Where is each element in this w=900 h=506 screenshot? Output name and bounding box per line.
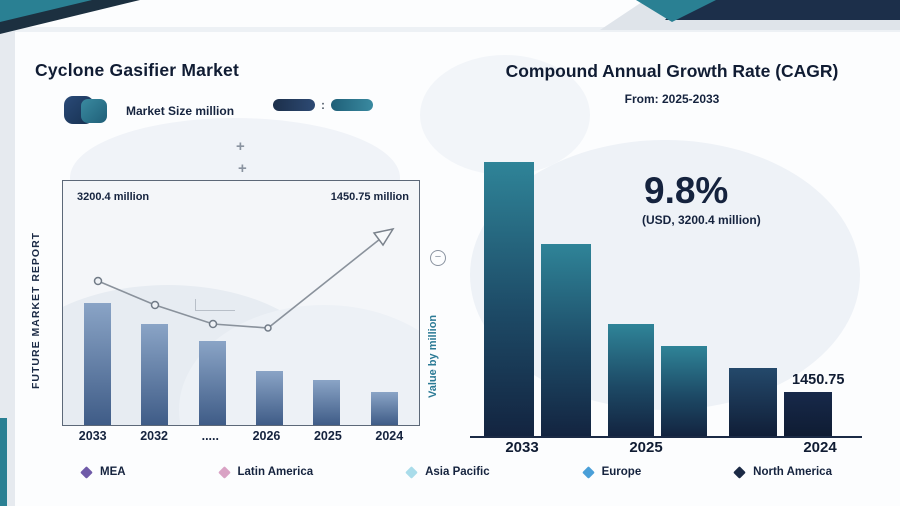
diamond-marker bbox=[405, 465, 418, 479]
teal-pill bbox=[331, 99, 373, 111]
legend-item-mea: MEA bbox=[80, 465, 126, 479]
bar-2026 bbox=[256, 371, 284, 425]
plus-icon: + bbox=[238, 160, 247, 177]
bar-2033 bbox=[84, 303, 112, 425]
cagr-value: 9.8% bbox=[644, 170, 729, 211]
bar-2025 bbox=[313, 379, 341, 425]
diamond-marker bbox=[80, 465, 93, 479]
x-label-2026: 2026 bbox=[252, 429, 281, 443]
minus-circle-icon: − bbox=[430, 250, 446, 266]
legend-item-label: Asia Pacific bbox=[425, 466, 490, 478]
plus-icon: + bbox=[236, 138, 245, 155]
legend-item-label: MEA bbox=[100, 466, 126, 478]
bar-2025-secondary bbox=[661, 345, 707, 436]
left-edge-teal-strip bbox=[0, 418, 7, 506]
legend-item-label: Latin America bbox=[237, 466, 314, 478]
x-label-2024: 2024 bbox=[375, 429, 404, 443]
annotation-1450: 1450.75 million bbox=[330, 191, 409, 203]
colon-separator: : bbox=[321, 98, 325, 112]
cylinder-icon bbox=[64, 96, 116, 126]
market-size-x-axis: 2033 2032 ..... 2026 2025 2024 bbox=[62, 429, 420, 443]
legend-item-label: North America bbox=[753, 466, 832, 478]
bar-2025-primary bbox=[608, 323, 654, 436]
bar-group-2024 bbox=[729, 162, 832, 436]
minus-glyph: − bbox=[434, 251, 442, 263]
bar-mid bbox=[198, 340, 226, 425]
x-label-2033: 2033 bbox=[78, 429, 107, 443]
x-label-2032: 2032 bbox=[140, 429, 169, 443]
cagr-x-axis-line bbox=[470, 436, 862, 438]
cagr-title: Compound Annual Growth Rate (CAGR) bbox=[505, 61, 839, 81]
legend-item-label: Europe bbox=[601, 466, 642, 478]
market-size-chart: 3200.4 million 1450.75 million bbox=[62, 180, 420, 426]
annotation-3200: 3200.4 million bbox=[77, 191, 150, 203]
bar-2032 bbox=[141, 323, 169, 425]
cagr-note: (USD, 3200.4 million) bbox=[642, 213, 761, 227]
market-size-bars bbox=[69, 303, 413, 425]
x-label-2025: 2025 bbox=[313, 429, 342, 443]
x-label-2024-right: 2024 bbox=[803, 439, 837, 456]
bar-2033-secondary bbox=[541, 244, 591, 436]
value-by-million-label: Value by million bbox=[427, 314, 439, 398]
x-label-2033-right: 2033 bbox=[505, 439, 539, 456]
legend-item-north-america: North America bbox=[733, 465, 832, 479]
diamond-marker bbox=[217, 465, 231, 479]
legend-item-europe: Europe bbox=[581, 465, 642, 479]
data-label-1450: 1450.75 bbox=[792, 372, 845, 388]
bar-2033-primary bbox=[484, 162, 534, 436]
bar-group-2025 bbox=[608, 162, 707, 436]
background-blob bbox=[420, 55, 590, 175]
x-label-2025-right: 2025 bbox=[629, 439, 663, 456]
legend-item-latin-america: Latin America bbox=[217, 465, 314, 479]
cylinder-icon-front bbox=[81, 99, 107, 123]
vertical-watermark: FUTURE MARKET REPORT bbox=[30, 231, 42, 389]
cagr-chart bbox=[472, 162, 862, 436]
x-label-dots: ..... bbox=[201, 429, 219, 443]
market-title: Cyclone Gasifier Market bbox=[35, 60, 239, 80]
navy-pill bbox=[273, 99, 315, 111]
legend-item-asia-pacific: Asia Pacific bbox=[405, 465, 490, 479]
cagr-subtitle: From: 2025-2033 bbox=[624, 92, 720, 106]
legend-label: Market Size million bbox=[126, 104, 235, 118]
bar-group-2033 bbox=[484, 162, 591, 436]
scale-pills-decoration: : bbox=[273, 98, 373, 112]
top-right-corner-shape bbox=[665, 0, 900, 20]
region-legend: MEA Latin America Asia Pacific Europe No… bbox=[80, 465, 832, 479]
left-edge-band bbox=[0, 0, 15, 506]
bar-2024-primary bbox=[729, 367, 777, 436]
bar-2024-secondary bbox=[784, 392, 832, 436]
top-stripe-decoration bbox=[0, 27, 900, 32]
bar-2024 bbox=[370, 392, 398, 425]
market-size-legend: Market Size million bbox=[64, 96, 234, 126]
diamond-marker bbox=[733, 465, 747, 479]
diamond-marker bbox=[581, 465, 595, 479]
